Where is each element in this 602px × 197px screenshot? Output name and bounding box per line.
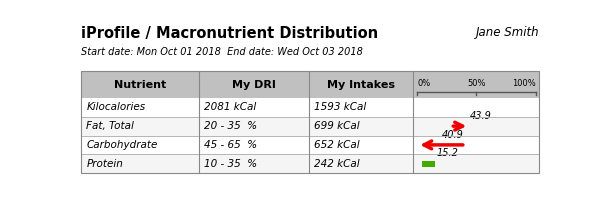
Bar (81, 154, 539, 173)
Text: Fat, Total: Fat, Total (87, 121, 134, 131)
Bar (422, 161, 435, 167)
Bar (81, 72, 539, 98)
Text: 100%: 100% (512, 79, 536, 88)
Text: 2081 kCal: 2081 kCal (205, 102, 256, 112)
Text: 1593 kCal: 1593 kCal (314, 102, 367, 112)
Bar (81, 136, 539, 154)
Text: 242 kCal: 242 kCal (314, 159, 360, 169)
Text: My Intakes: My Intakes (327, 80, 395, 90)
Text: 0%: 0% (417, 79, 430, 88)
Bar (81, 98, 539, 117)
Text: 50%: 50% (467, 79, 486, 88)
Text: Start date: Mon Oct 01 2018  End date: Wed Oct 03 2018: Start date: Mon Oct 01 2018 End date: We… (81, 47, 363, 57)
Text: Carbohydrate: Carbohydrate (87, 140, 158, 150)
Text: 20 - 35  %: 20 - 35 % (205, 121, 258, 131)
Text: Nutrient: Nutrient (114, 80, 166, 90)
Text: 45 - 65  %: 45 - 65 % (205, 140, 258, 150)
Text: 15.2: 15.2 (436, 148, 458, 158)
Text: 40.9: 40.9 (441, 130, 464, 140)
Bar (81, 117, 539, 136)
Text: 699 kCal: 699 kCal (314, 121, 360, 131)
Text: 43.9: 43.9 (470, 111, 492, 121)
Text: My DRI: My DRI (232, 80, 276, 90)
Text: Jane Smith: Jane Smith (476, 26, 539, 39)
Text: Protein: Protein (87, 159, 123, 169)
Text: iProfile / Macronutrient Distribution: iProfile / Macronutrient Distribution (81, 26, 378, 41)
Bar (81, 72, 539, 173)
Text: 10 - 35  %: 10 - 35 % (205, 159, 258, 169)
Text: 652 kCal: 652 kCal (314, 140, 360, 150)
Text: Kilocalories: Kilocalories (87, 102, 146, 112)
